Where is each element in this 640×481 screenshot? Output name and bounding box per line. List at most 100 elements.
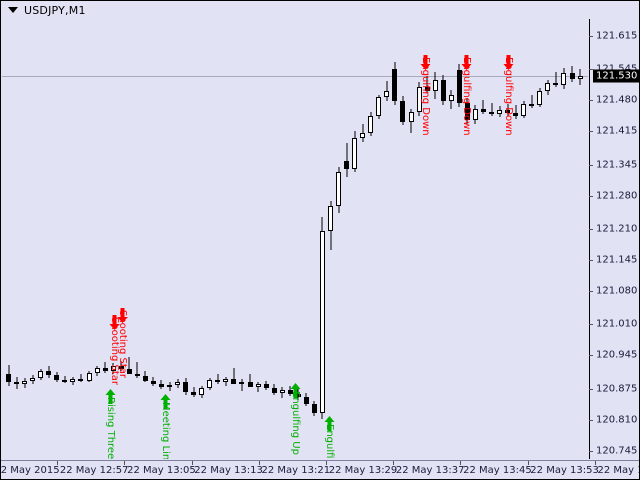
candle-body [70,378,76,382]
candlestick [489,19,494,459]
candle-wick [217,373,219,385]
candle-body [22,380,28,385]
candlestick [352,19,358,459]
candle-body [134,374,140,377]
candlestick [344,19,350,459]
candlestick [183,19,189,459]
candle-wick [241,378,243,392]
candle-wick [120,360,122,372]
candlestick [247,19,253,459]
candle-body [102,368,108,371]
candlestick [408,19,414,459]
candlestick [577,19,583,459]
chevron-down-icon[interactable] [8,7,18,13]
time-tick-label: 22 May 13:13 [194,465,263,476]
candle-body [118,366,124,370]
candle-wick [346,143,348,177]
candle-wick [128,356,130,372]
candlestick [191,19,197,459]
candlestick [102,19,108,459]
candlestick [368,19,374,459]
candlestick [215,19,221,459]
candle-body [94,368,100,373]
time-tick [258,461,260,465]
candle-body [6,374,11,382]
candlestick [561,19,567,459]
price-tick-label: 121.345 [596,159,638,171]
current-price-label: 121.530 [593,69,640,83]
current-price-level-line [2,76,588,77]
candlestick [6,19,11,459]
arrow-up-icon [324,416,335,431]
price-tick [589,419,593,421]
candle-body [545,83,551,91]
pattern-annotation-label: Engulfing Up [290,391,301,455]
candle-body [183,381,189,393]
candle-body [303,396,309,405]
candlestick [78,19,84,459]
candle-body [472,108,478,121]
price-tick-label: 120.745 [596,445,638,457]
time-tick [124,461,126,465]
candle-body [392,69,398,102]
candlestick [384,19,390,459]
candle-body [529,104,535,107]
time-tick [594,461,596,465]
price-tick-label: 121.545 [596,64,637,75]
candlestick [328,19,333,459]
candlestick [158,19,164,459]
candlestick [440,19,446,459]
candlestick [472,19,478,459]
candle-wick [515,105,517,120]
time-tick [460,461,462,465]
candle-body [344,161,350,169]
candle-body [263,384,269,389]
time-tick-label: 22 May 13:45 [463,465,532,476]
candlestick [456,19,462,459]
candle-body [30,378,36,381]
candle-body [319,231,325,413]
candlestick [392,19,398,459]
candle-body [424,86,430,91]
price-tick [589,450,593,452]
candlestick [231,19,237,459]
chart-plot-area[interactable]: Rising Three Shooting Star Shooting Star Me… [2,19,588,459]
candle-wick [136,362,138,378]
price-tick [589,290,593,292]
candlestick [537,19,543,459]
arrow-up-icon [160,394,171,409]
candle-body [62,379,68,382]
pattern-annotation-label: Engulfing Down [503,57,514,136]
candlestick [521,19,527,459]
candle-body [231,378,237,385]
time-tick [326,461,327,465]
candle-body [553,83,559,86]
candle-body [368,115,374,133]
candlestick [529,19,535,459]
price-tick [589,69,593,71]
candle-body [150,380,156,384]
candlestick [54,19,60,459]
time-tick [393,461,395,465]
price-tick-label: 121.010 [596,318,638,330]
candlestick [86,19,92,459]
candle-body [376,97,382,116]
candle-body [513,112,519,116]
candle-body [287,390,293,394]
candle-body [432,80,438,91]
candle-wick [249,373,251,386]
candle-body [352,138,358,169]
price-tick [589,100,593,102]
candle-body [537,90,543,106]
candlestick [118,19,124,459]
price-tick-label: 121.615 [596,30,638,42]
price-axis[interactable]: 121.615 121.545 121.480 121.415 121.345 121.2… [589,19,640,459]
candle-body [497,109,503,114]
candlestick [360,19,366,459]
candlestick [480,19,486,459]
candle-body [505,109,511,113]
candle-wick [104,362,106,373]
candle-body [167,385,172,388]
